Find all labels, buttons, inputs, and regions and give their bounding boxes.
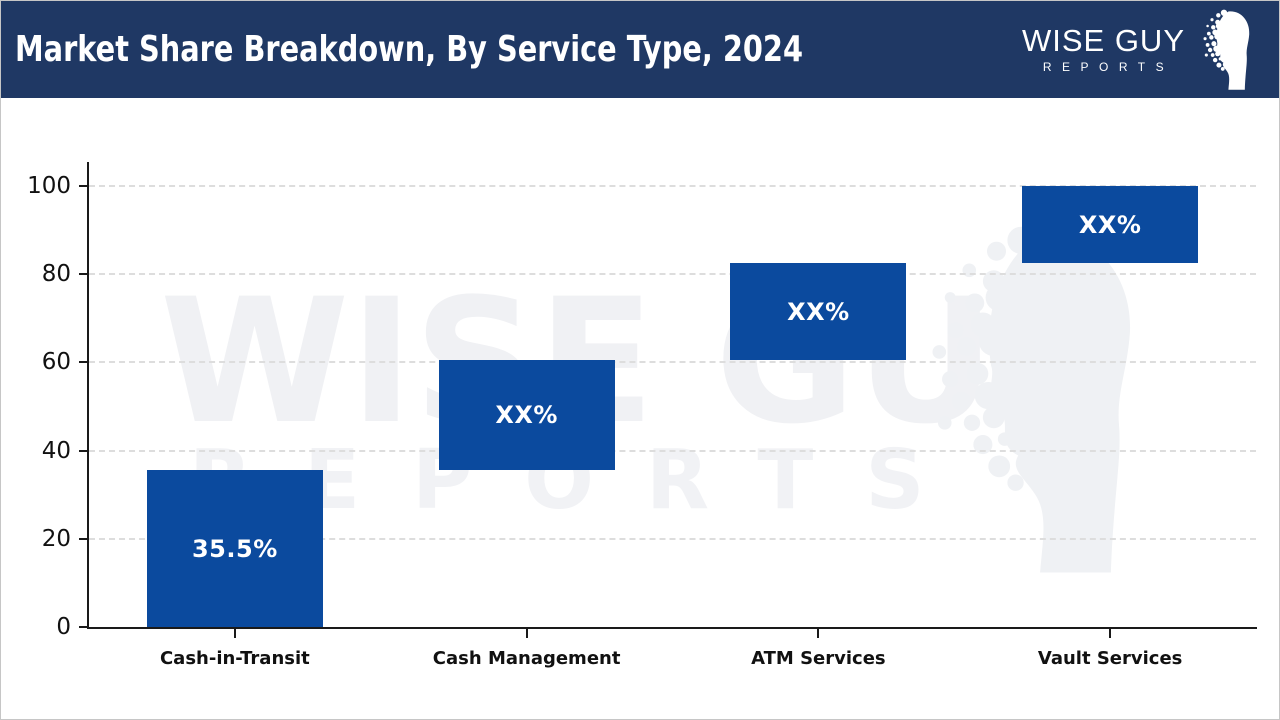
y-tick-0 — [79, 626, 89, 628]
bar-2: XX% — [438, 360, 615, 471]
bar-1: 35.5% — [146, 470, 323, 627]
bar-value-label: XX% — [495, 401, 558, 430]
chart-area: WISE GUY REPORTS — [1, 98, 1279, 719]
y-tick-40 — [79, 449, 89, 452]
gridline-60 — [89, 361, 1256, 364]
y-tick-label: 0 — [56, 614, 71, 640]
chart-title: Market Share Breakdown, By Service Type,… — [15, 29, 803, 70]
gridline-80 — [89, 273, 1256, 276]
y-tick-100 — [79, 185, 89, 188]
bar-3: XX% — [730, 263, 907, 361]
header: Market Share Breakdown, By Service Type,… — [1, 1, 1279, 98]
y-tick-label: 100 — [27, 173, 71, 200]
y-tick-label: 60 — [41, 349, 71, 376]
gridline-20 — [89, 537, 1256, 540]
gridline-100 — [89, 185, 1256, 188]
y-tick-20 — [79, 537, 89, 540]
x-tick-label: Vault Services — [1037, 648, 1183, 669]
bar-value-label: XX% — [1078, 210, 1142, 239]
y-tick-60 — [79, 361, 89, 364]
bar-4: XX% — [1022, 186, 1199, 264]
gridline-40 — [89, 449, 1256, 452]
y-tick-80 — [79, 273, 89, 276]
x-tick-label: Cash Management — [432, 648, 621, 669]
logo-subtext: REPORTS — [1042, 60, 1175, 75]
wiseguy-head-icon — [1203, 9, 1250, 90]
logo-wordmark: WISE GUY — [1021, 22, 1185, 58]
x-tick-label: Cash-in-Transit — [159, 648, 310, 669]
y-tick-label: 80 — [41, 261, 71, 288]
y-tick-label: 20 — [41, 525, 71, 552]
plot-area: 0 20 40 60 80 100 Cash-in-Transit Cash Manageme… — [27, 162, 1257, 669]
x-tick — [1109, 629, 1112, 638]
logo-text: WISE GUY REPORTS — [1021, 22, 1185, 75]
x-tick — [817, 629, 820, 638]
watermark: WISE GUY REPORTS — [1, 98, 1279, 719]
x-tick — [233, 629, 236, 638]
x-tick-label: ATM Services — [751, 648, 886, 669]
y-axis — [87, 162, 89, 629]
bar-value-label: XX% — [787, 297, 850, 326]
x-tick — [525, 629, 528, 638]
y-tick-label: 40 — [41, 437, 71, 464]
wiseguy-logo: WISE GUY REPORTS — [1022, 9, 1259, 91]
x-axis — [87, 627, 1257, 629]
bar-value-label: 35.5% — [191, 534, 278, 563]
